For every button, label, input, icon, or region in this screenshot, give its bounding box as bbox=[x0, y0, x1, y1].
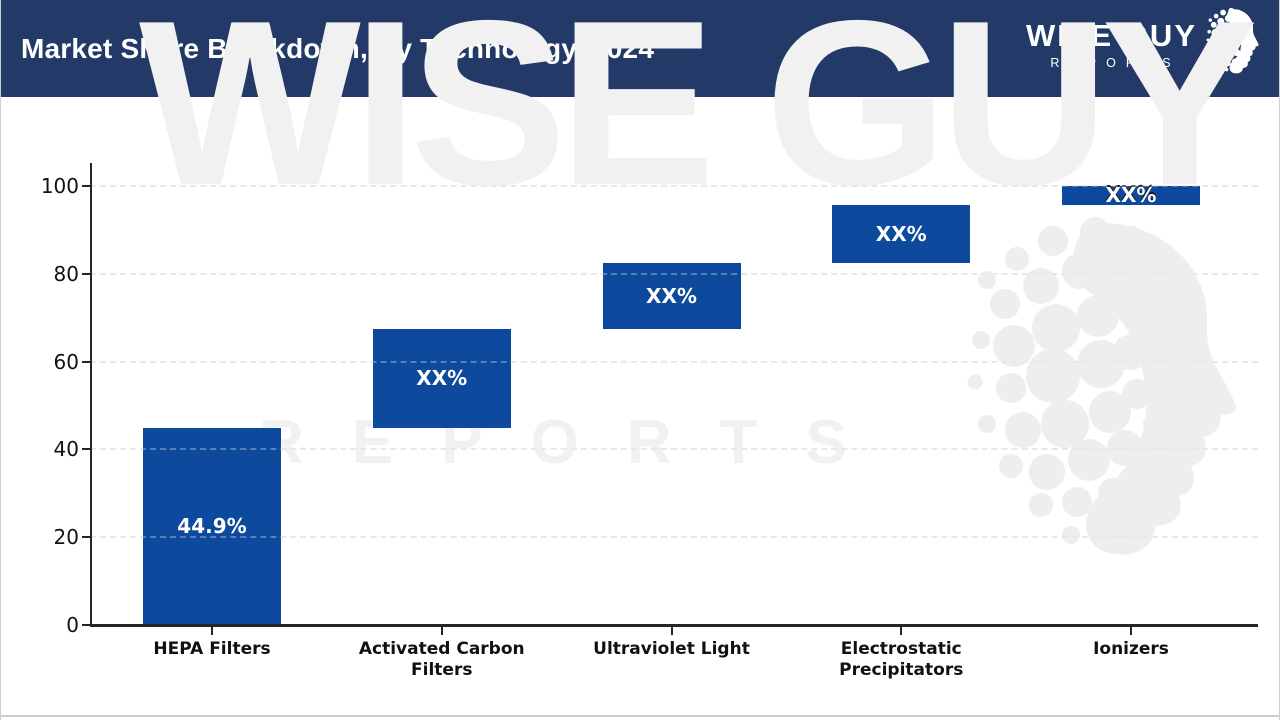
watermark-subtext: REPORTS bbox=[259, 408, 895, 477]
x-axis-tick bbox=[900, 627, 903, 635]
gridline-overlay bbox=[90, 185, 1258, 187]
x-axis-tick bbox=[440, 627, 443, 635]
bar-value-label: XX% bbox=[1105, 183, 1157, 208]
logo-wordmark: WISE GUY bbox=[1025, 18, 1197, 53]
y-axis-tick bbox=[82, 624, 90, 626]
y-axis-tick-label: 60 bbox=[53, 349, 79, 374]
y-axis-tick-label: 20 bbox=[53, 525, 79, 550]
x-axis-line bbox=[90, 624, 1258, 627]
bar-value-label: XX% bbox=[646, 283, 697, 308]
gridline-overlay bbox=[90, 272, 1258, 275]
watermark-face-icon bbox=[967, 217, 1237, 555]
logo-subtext: REPORTS bbox=[1050, 56, 1181, 70]
x-axis-category-label: Electrostatic Precipitators bbox=[839, 639, 964, 681]
bar-segment: XX% bbox=[372, 328, 511, 428]
bar-value-label: XX% bbox=[416, 366, 468, 391]
bar-segment: XX% bbox=[602, 263, 741, 329]
y-axis-tick-label: 40 bbox=[53, 437, 79, 462]
wiseguy-logo: WISE GUY REPORTS bbox=[1026, 6, 1265, 82]
bar-value-label: 44.9% bbox=[177, 514, 247, 539]
gridline bbox=[90, 185, 1258, 187]
y-axis-tick bbox=[82, 185, 90, 187]
bar-segment: XX% bbox=[1062, 183, 1200, 208]
x-axis-category-label: Activated Carbon Filters bbox=[358, 639, 525, 681]
y-axis-tick bbox=[82, 272, 90, 275]
bar-segment: XX% bbox=[832, 204, 971, 264]
gridline bbox=[90, 536, 1258, 539]
bottom-rule bbox=[1, 715, 1279, 717]
gridline bbox=[90, 448, 1258, 451]
gridline bbox=[90, 360, 1258, 363]
x-axis-category-label: Ionizers bbox=[1093, 639, 1169, 659]
y-axis-tick bbox=[82, 360, 90, 363]
gridline-overlay bbox=[90, 448, 1258, 451]
header: Market Share Breakdown, By Technology, 2… bbox=[1, 0, 1279, 97]
y-axis-line bbox=[90, 163, 92, 627]
y-axis-tick bbox=[82, 536, 90, 539]
bar-segment: 44.9% bbox=[143, 427, 281, 625]
chart-title: Market Share Breakdown, By Technology, 2… bbox=[21, 32, 655, 64]
x-axis-tick bbox=[1130, 627, 1132, 635]
logo-text: WISE GUY REPORTS bbox=[1026, 18, 1197, 70]
y-axis-tick bbox=[82, 448, 90, 451]
y-axis-tick-label: 80 bbox=[53, 261, 79, 286]
x-axis-tick bbox=[670, 627, 673, 635]
x-axis-tick bbox=[211, 627, 213, 635]
bar-value-label: XX% bbox=[875, 222, 927, 247]
gridline-overlay bbox=[90, 360, 1258, 363]
y-axis-tick-label: 100 bbox=[40, 174, 79, 198]
x-axis-category-label: Ultraviolet Light bbox=[593, 639, 750, 659]
gridline-overlay bbox=[90, 536, 1258, 539]
x-axis-category-label: HEPA Filters bbox=[153, 639, 271, 659]
y-axis-tick-label: 0 bbox=[66, 613, 79, 637]
